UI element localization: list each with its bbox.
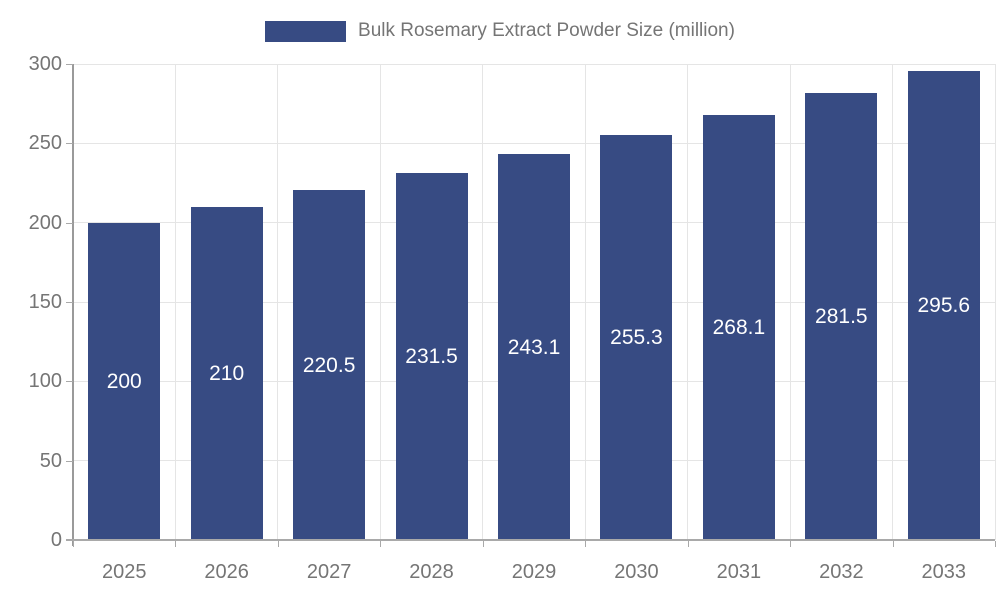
plot-area: 200 210 220.5 231.5 243.1 255.3 268.1 281.5 295.… [73,63,996,540]
y-axis-tick [66,222,73,224]
x-axis-tick [585,541,587,547]
x-tick-label: 2033 [921,561,967,583]
gridline [174,64,176,540]
x-axis-line [66,539,995,541]
y-tick-label: 300 [28,53,62,75]
y-axis-tick [66,460,73,462]
y-axis-line [72,64,74,546]
x-tick-label: 2026 [204,561,249,583]
gridline [687,64,689,540]
x-axis-tick [790,541,792,547]
gridline [379,64,381,540]
y-tick-label: 100 [28,370,62,393]
x-axis-tick [892,541,894,547]
bar-2033[interactable] [907,70,980,540]
x-tick-label: 2031 [716,561,762,583]
bar-value-label: 268.1 [712,315,766,339]
y-axis-tick [66,64,73,65]
bar-value-label: 200 [106,369,142,393]
x-axis-tick [175,541,177,547]
bar-2025[interactable] [88,222,161,540]
bar-value-label: 210 [209,361,245,385]
bar-value-label: 281.5 [815,305,868,329]
x-tick-label: 2025 [101,561,147,583]
y-tick-label: 200 [28,211,62,234]
legend-swatch-icon [265,20,347,42]
y-axis-tick [66,381,73,383]
x-axis-tick [687,541,689,547]
x-axis-tick [380,541,382,547]
x-tick-label: 2030 [614,561,659,583]
y-axis-tick [66,540,73,541]
bar-2029[interactable] [498,154,570,540]
y-tick-label: 150 [28,291,62,313]
bar-2030[interactable] [600,134,673,540]
gridline [584,64,586,540]
x-tick-label: 2029 [511,561,557,583]
x-tick-label: 2028 [409,561,454,583]
x-axis-tick [482,541,484,547]
y-tick-label: 250 [28,132,62,155]
bar-value-label: 243.1 [507,335,561,359]
legend-label: Bulk Rosemary Extract Powder Size (milli… [358,20,735,41]
bar-value-label: 295.6 [917,293,971,317]
gridline [277,64,279,540]
y-axis-tick [66,143,73,145]
chart-legend-item[interactable]: Bulk Rosemary Extract Powder Size (milli… [0,20,1000,42]
y-axis-tick [66,302,73,303]
x-tick-label: 2032 [819,561,864,583]
bar-value-label: 231.5 [405,344,458,368]
bar-value-label: 220.5 [302,353,356,377]
bar-2028[interactable] [395,172,468,540]
gridline [789,64,791,540]
x-axis-tick [73,541,74,547]
bar-value-label: 255.3 [610,325,663,349]
gridline [73,142,995,144]
x-axis-tick [995,541,996,547]
bar-2031[interactable] [702,114,775,540]
bar-2032[interactable] [805,93,878,540]
x-axis-tick [277,541,279,547]
bar-2026[interactable] [190,206,263,540]
gridline [73,63,995,65]
gridline [482,64,484,540]
y-tick-label: 50 [39,449,62,472]
y-tick-label: 0 [50,529,62,551]
gridline [892,64,894,540]
x-tick-label: 2027 [306,561,352,583]
bar-2027[interactable] [293,190,366,540]
gridline [994,64,996,540]
